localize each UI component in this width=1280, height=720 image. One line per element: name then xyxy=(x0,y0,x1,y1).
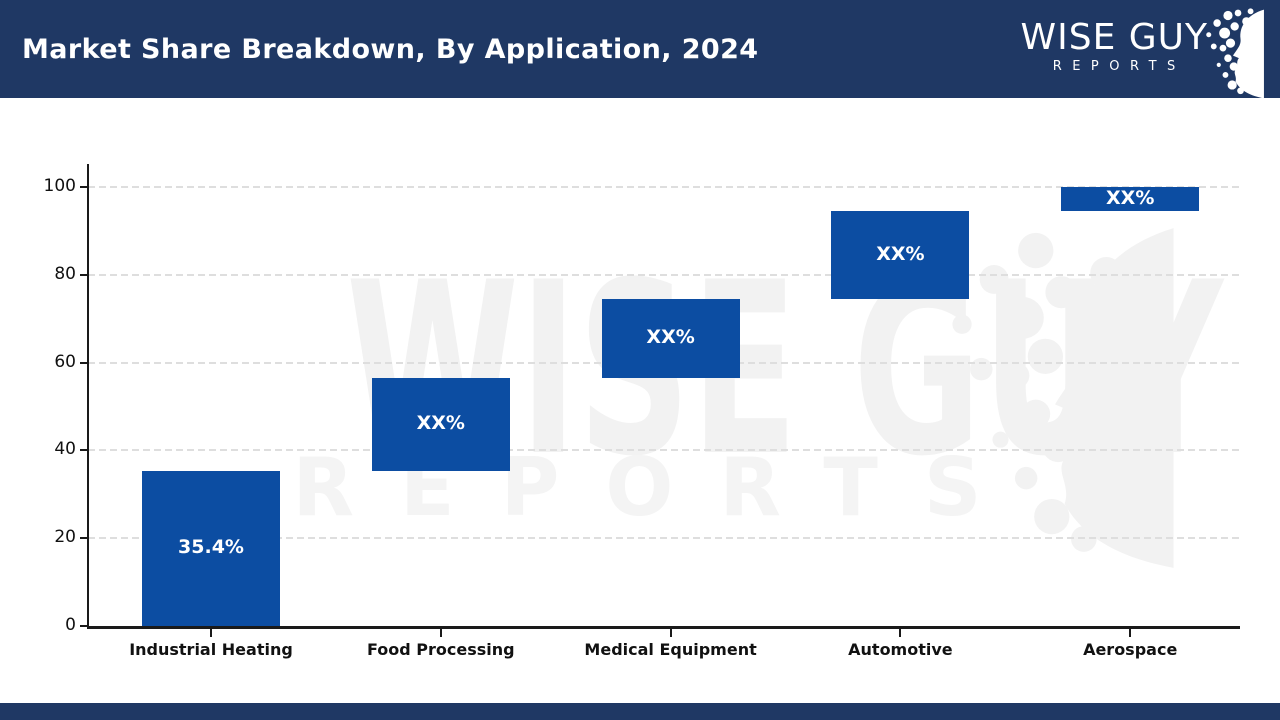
y-tick-label-0: 0 xyxy=(65,615,76,635)
gridline-20 xyxy=(88,537,1240,540)
page-title: Market Share Breakdown, By Application, … xyxy=(22,33,759,65)
y-tick-mark-100 xyxy=(80,186,88,188)
bar-aerospace xyxy=(1061,187,1200,212)
bar-value-label-aerospace: XX% xyxy=(1106,187,1155,210)
bar-automotive xyxy=(831,211,970,300)
y-tick-mark-40 xyxy=(80,449,88,452)
bar-medical-equipment xyxy=(601,299,740,378)
y-tick-mark-60 xyxy=(80,361,88,364)
x-tick-mark-food-processing xyxy=(439,628,442,637)
logo-subtitle: REPORTS xyxy=(1052,59,1186,74)
y-tick-label-80: 80 xyxy=(54,263,76,284)
bar-industrial-heating xyxy=(142,470,280,626)
bar-value-label-industrial-heating: 35.4% xyxy=(178,536,244,559)
bar-value-label-food-processing: XX% xyxy=(416,412,465,435)
chart-area: WISE GUY REPORTS 0 20 40 60 80 100 35.4% Indust… xyxy=(0,98,1280,703)
gridline-80 xyxy=(88,273,1240,276)
logo-wordmark: WISE GUY xyxy=(1020,17,1208,58)
y-tick-mark-20 xyxy=(80,537,88,540)
x-tick-mark-automotive xyxy=(899,628,902,637)
x-tick-mark-industrial-heating xyxy=(210,628,212,637)
x-tick-mark-medical-equipment xyxy=(669,628,672,637)
bar-value-label-medical-equipment: XX% xyxy=(646,326,695,349)
footer-bar xyxy=(0,703,1280,720)
dotted-head-profile-icon xyxy=(1206,8,1264,99)
wise-guy-reports-logo: WISE GUY REPORTS xyxy=(1008,6,1270,99)
y-tick-label-100: 100 xyxy=(43,176,76,196)
y-tick-label-60: 60 xyxy=(54,351,76,372)
y-axis-spine xyxy=(87,164,89,628)
watermark-subtitle: REPORTS xyxy=(292,441,1028,535)
x-axis-spine xyxy=(87,626,1240,629)
category-label-medical-equipment: Medical Equipment xyxy=(584,640,757,659)
category-label-industrial-heating: Industrial Heating xyxy=(129,640,293,659)
bar-food-processing xyxy=(371,377,510,471)
category-label-automotive: Automotive xyxy=(848,640,953,659)
x-tick-mark-aerospace xyxy=(1129,628,1132,637)
bar-value-label-automotive: XX% xyxy=(876,243,925,266)
logo-text: WISE GUY REPORTS xyxy=(1020,17,1209,75)
y-tick-mark-0 xyxy=(80,625,88,627)
y-tick-label-40: 40 xyxy=(54,439,76,460)
header-bar: Market Share Breakdown, By Application, … xyxy=(0,0,1280,99)
gridline-40 xyxy=(88,449,1240,452)
gridline-100 xyxy=(88,186,1240,188)
category-label-aerospace: Aerospace xyxy=(1083,640,1178,659)
y-tick-label-20: 20 xyxy=(54,527,76,548)
y-tick-mark-80 xyxy=(80,273,88,276)
category-label-food-processing: Food Processing xyxy=(366,640,515,659)
